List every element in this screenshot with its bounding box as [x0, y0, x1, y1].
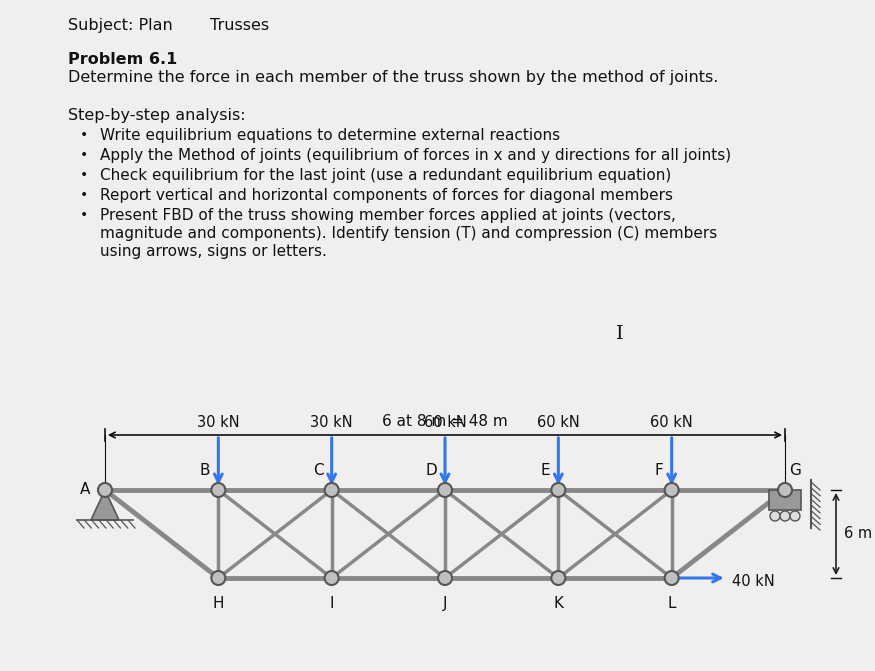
Text: H: H — [213, 596, 224, 611]
Text: 60 kN: 60 kN — [424, 415, 466, 430]
Text: I: I — [329, 596, 334, 611]
Text: B: B — [200, 463, 210, 478]
Text: 30 kN: 30 kN — [197, 415, 240, 430]
Text: Trusses: Trusses — [210, 18, 270, 33]
Text: D: D — [425, 463, 437, 478]
Text: Report vertical and horizontal components of forces for diagonal members: Report vertical and horizontal component… — [100, 188, 673, 203]
Text: L: L — [668, 596, 676, 611]
Bar — [769, 490, 801, 510]
Circle shape — [790, 511, 800, 521]
Circle shape — [551, 483, 565, 497]
Text: Check equilibrium for the last joint (use a redundant equilibrium equation): Check equilibrium for the last joint (us… — [100, 168, 671, 183]
Text: •: • — [80, 208, 88, 222]
Circle shape — [551, 571, 565, 585]
Text: A: A — [80, 482, 90, 497]
Circle shape — [212, 571, 226, 585]
Text: Step-by-step analysis:: Step-by-step analysis: — [68, 108, 246, 123]
Circle shape — [212, 483, 226, 497]
Circle shape — [438, 483, 452, 497]
Text: Present FBD of the truss showing member forces applied at joints (vectors,: Present FBD of the truss showing member … — [100, 208, 676, 223]
Text: Problem 6.1: Problem 6.1 — [68, 52, 178, 67]
Text: 60 kN: 60 kN — [650, 415, 693, 430]
Text: 30 kN: 30 kN — [311, 415, 353, 430]
Circle shape — [665, 571, 679, 585]
Circle shape — [438, 571, 452, 585]
Circle shape — [325, 483, 339, 497]
Text: •: • — [80, 148, 88, 162]
Text: K: K — [553, 596, 564, 611]
Circle shape — [665, 483, 679, 497]
Text: 40 kN: 40 kN — [732, 574, 774, 590]
Text: I: I — [616, 325, 624, 343]
Text: 6 m: 6 m — [844, 527, 872, 541]
Text: •: • — [80, 168, 88, 182]
Text: G: G — [789, 463, 801, 478]
Text: using arrows, signs or letters.: using arrows, signs or letters. — [100, 244, 327, 259]
Text: Determine the force in each member of the truss shown by the method of joints.: Determine the force in each member of th… — [68, 70, 718, 85]
Text: J: J — [443, 596, 447, 611]
Circle shape — [780, 511, 790, 521]
Text: F: F — [654, 463, 663, 478]
Circle shape — [778, 483, 792, 497]
Text: E: E — [541, 463, 550, 478]
Circle shape — [325, 571, 339, 585]
Text: •: • — [80, 188, 88, 202]
Text: •: • — [80, 128, 88, 142]
Circle shape — [98, 483, 112, 497]
Text: Apply the Method of joints (equilibrium of forces in x and y directions for all : Apply the Method of joints (equilibrium … — [100, 148, 732, 163]
Text: Subject: Plan: Subject: Plan — [68, 18, 172, 33]
Polygon shape — [91, 490, 119, 520]
Text: 60 kN: 60 kN — [537, 415, 580, 430]
Text: C: C — [313, 463, 324, 478]
Text: magnitude and components). Identify tension (T) and compression (C) members: magnitude and components). Identify tens… — [100, 226, 718, 241]
Text: Write equilibrium equations to determine external reactions: Write equilibrium equations to determine… — [100, 128, 560, 143]
Text: 6 at 8 m = 48 m: 6 at 8 m = 48 m — [382, 414, 508, 429]
Circle shape — [770, 511, 780, 521]
